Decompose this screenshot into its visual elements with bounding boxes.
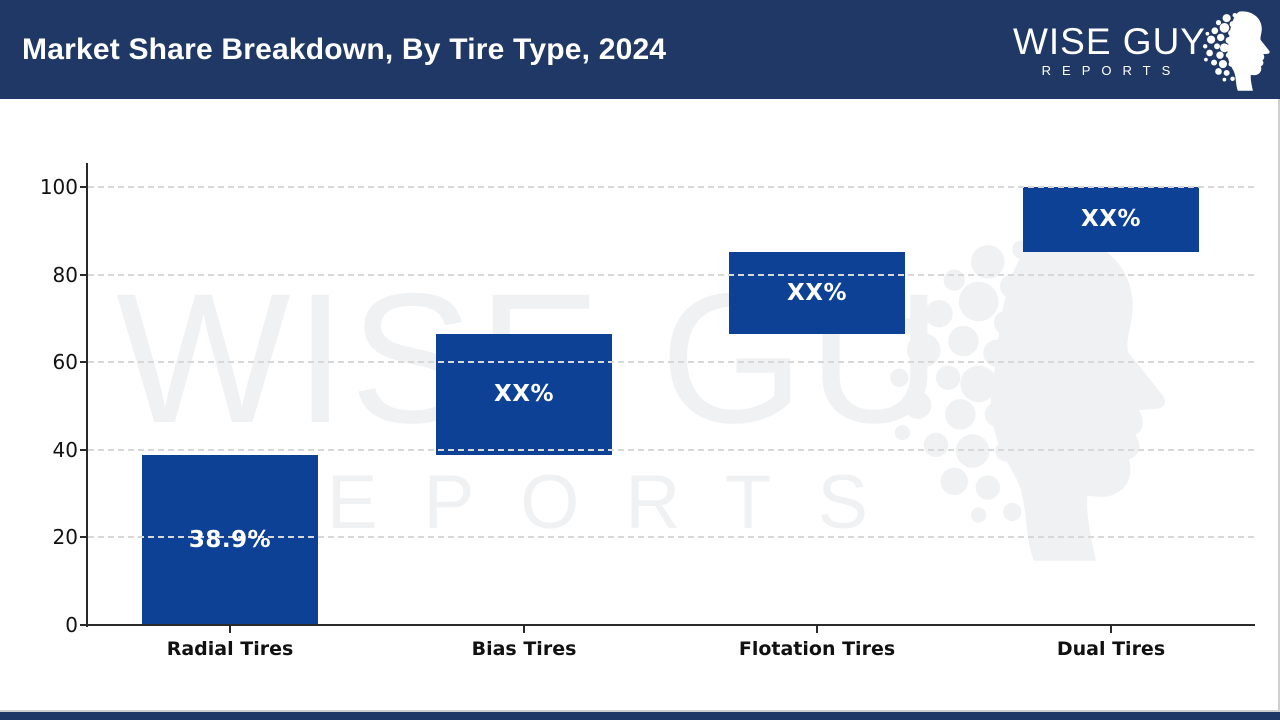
bar	[1023, 187, 1199, 252]
gridline-40	[88, 448, 1254, 451]
x-category-label: Radial Tires	[166, 638, 294, 660]
x-tick-mark	[229, 626, 231, 633]
y-tick-label: 0	[65, 613, 78, 637]
brand-head-icon	[1202, 10, 1270, 91]
y-axis-spine	[86, 163, 88, 627]
right-edge-border	[1278, 99, 1280, 720]
brand-text: WISE GUY REPORTS	[1013, 23, 1206, 77]
x-tick-mark	[523, 626, 525, 633]
x-tick-mark	[816, 626, 818, 633]
brand-logo: WISE GUY REPORTS	[1013, 9, 1274, 91]
y-tick-label: 20	[52, 525, 78, 550]
app-header: Market Share Breakdown, By Tire Type, 20…	[0, 0, 1280, 99]
gridline-100	[88, 186, 1254, 188]
y-tick-label: 80	[52, 262, 78, 287]
watermark-subtext: REPORTS	[226, 460, 915, 545]
brand-subtext: REPORTS	[1041, 62, 1182, 78]
x-category-label: Flotation Tires	[738, 638, 896, 660]
x-category-label: Dual Tires	[1056, 638, 1166, 660]
y-tick-mark	[80, 361, 87, 364]
bar-value-label: XX%	[493, 381, 554, 408]
footer-bar	[0, 710, 1280, 720]
gridline-60	[88, 361, 1254, 364]
y-tick-mark	[80, 536, 87, 539]
bar	[436, 333, 612, 455]
y-tick-mark	[80, 448, 87, 451]
bar-value-label: 38.9%	[188, 526, 272, 553]
chart-area: WISE GU REPORTS 0 20 40 60 80 100 38.9% Radial …	[0, 99, 1280, 709]
bar-value-label: XX%	[786, 279, 847, 306]
bar-value-label: XX%	[1080, 206, 1141, 233]
y-tick-label: 40	[52, 437, 78, 462]
gridline-20	[88, 536, 1254, 539]
x-tick-mark	[1110, 626, 1112, 633]
x-axis-spine	[86, 624, 1255, 626]
y-tick-mark	[80, 186, 87, 188]
bar	[142, 454, 318, 625]
x-category-label: Bias Tires	[471, 638, 577, 660]
y-tick-mark	[80, 624, 87, 626]
brand-wordmark: WISE GUY	[1012, 20, 1206, 62]
page-title: Market Share Breakdown, By Tire Type, 20…	[22, 32, 667, 66]
bar	[729, 251, 905, 334]
gridline-80	[88, 273, 1254, 276]
y-tick-mark	[80, 273, 87, 276]
y-tick-label: 60	[52, 350, 78, 375]
y-tick-label: 100	[39, 175, 78, 199]
